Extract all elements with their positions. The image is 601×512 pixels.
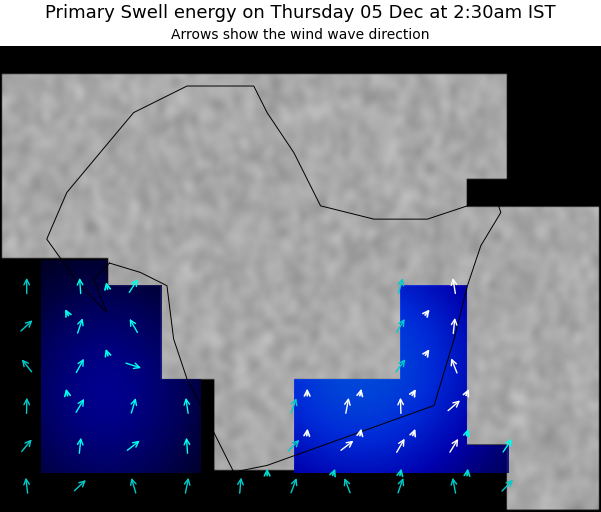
Text: Primary Swell energy on Thursday 05 Dec at 2:30am IST: Primary Swell energy on Thursday 05 Dec … (45, 4, 556, 22)
Text: Arrows show the wind wave direction: Arrows show the wind wave direction (171, 28, 430, 41)
